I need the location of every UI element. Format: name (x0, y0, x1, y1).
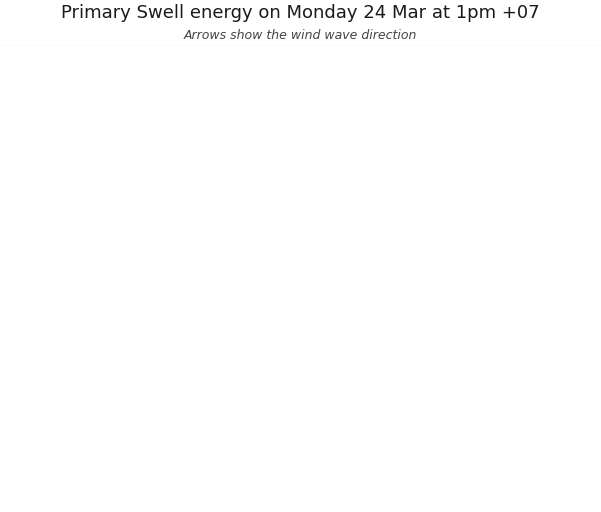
Text: Arrows show the wind wave direction: Arrows show the wind wave direction (184, 30, 417, 42)
Text: cartopy required: cartopy required (208, 269, 393, 289)
Text: Primary Swell energy on Monday 24 Mar at 1pm +07: Primary Swell energy on Monday 24 Mar at… (61, 4, 540, 22)
